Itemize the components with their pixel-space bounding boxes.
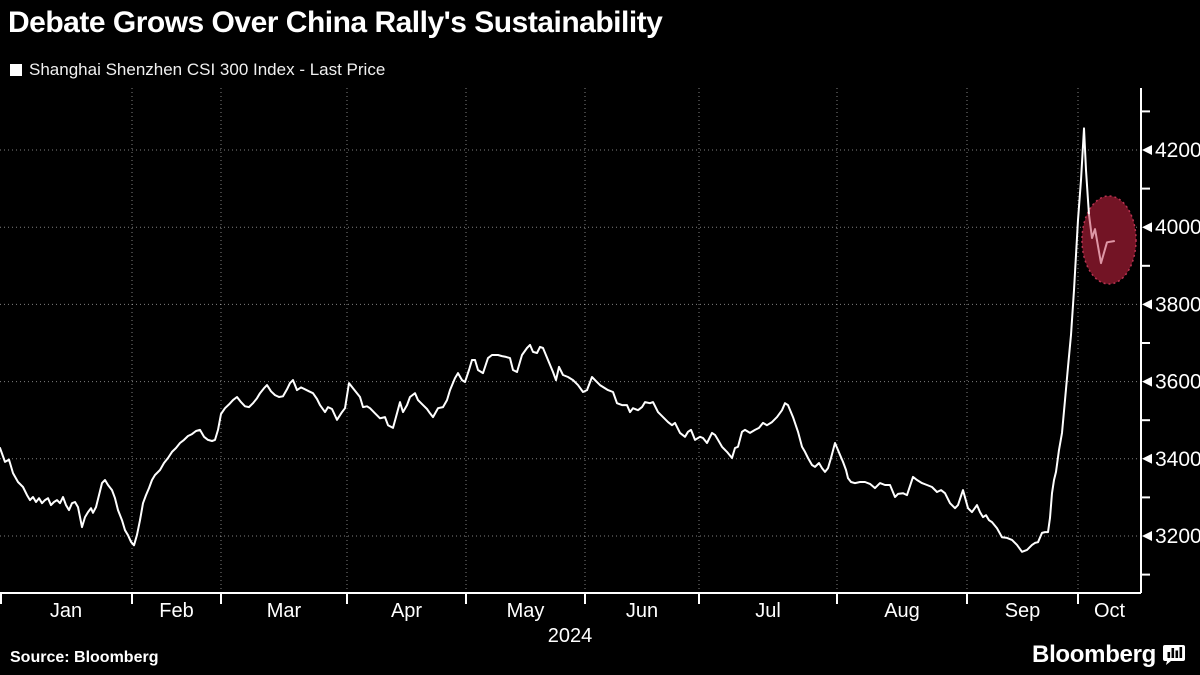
y-axis-value-label: 3200	[1155, 525, 1200, 548]
legend: Shanghai Shenzhen CSI 300 Index - Last P…	[10, 60, 385, 80]
y-axis-value-label: 4200	[1155, 139, 1200, 162]
x-axis-year-label: 2024	[548, 625, 593, 647]
x-axis-month-label: Jun	[626, 600, 658, 622]
x-axis-month-label: Feb	[159, 600, 193, 622]
x-axis-month-label: Mar	[267, 600, 302, 622]
x-axis-month-label: Oct	[1094, 600, 1126, 622]
x-axis-month-label: May	[507, 600, 545, 622]
legend-swatch-icon	[10, 64, 22, 76]
bloomberg-logo: Bloomberg	[1032, 641, 1186, 669]
legend-label: Shanghai Shenzhen CSI 300 Index - Last P…	[29, 60, 386, 79]
y-tick-arrow	[1142, 299, 1152, 310]
y-axis-value-label: 4000	[1155, 216, 1200, 239]
y-axis-value-label: 3400	[1155, 448, 1200, 471]
chart-title: Debate Grows Over China Rally's Sustaina…	[8, 6, 663, 39]
y-tick-arrow	[1142, 376, 1152, 387]
source-label: Source: Bloomberg	[10, 649, 159, 666]
price-line-highlight-segment	[1088, 213, 1115, 265]
y-tick-arrow	[1142, 453, 1152, 464]
y-axis-value-label: 3600	[1155, 371, 1200, 394]
y-tick-arrow	[1142, 222, 1152, 233]
highlight-ellipse	[1081, 195, 1137, 285]
x-axis-month-label: Jan	[50, 600, 82, 622]
x-axis-month-label: Aug	[884, 600, 920, 622]
x-axis-month-label: Apr	[391, 600, 422, 622]
y-axis-value-label: 3800	[1155, 293, 1200, 316]
bloomberg-wordmark: Bloomberg	[1032, 641, 1156, 668]
bloomberg-chart-bubble-icon	[1163, 645, 1185, 665]
x-axis-month-label: Sep	[1005, 600, 1041, 622]
x-axis-month-label: Jul	[755, 600, 781, 622]
y-tick-arrow	[1142, 531, 1152, 541]
price-line	[0, 127, 1090, 553]
y-tick-arrow	[1142, 145, 1152, 155]
